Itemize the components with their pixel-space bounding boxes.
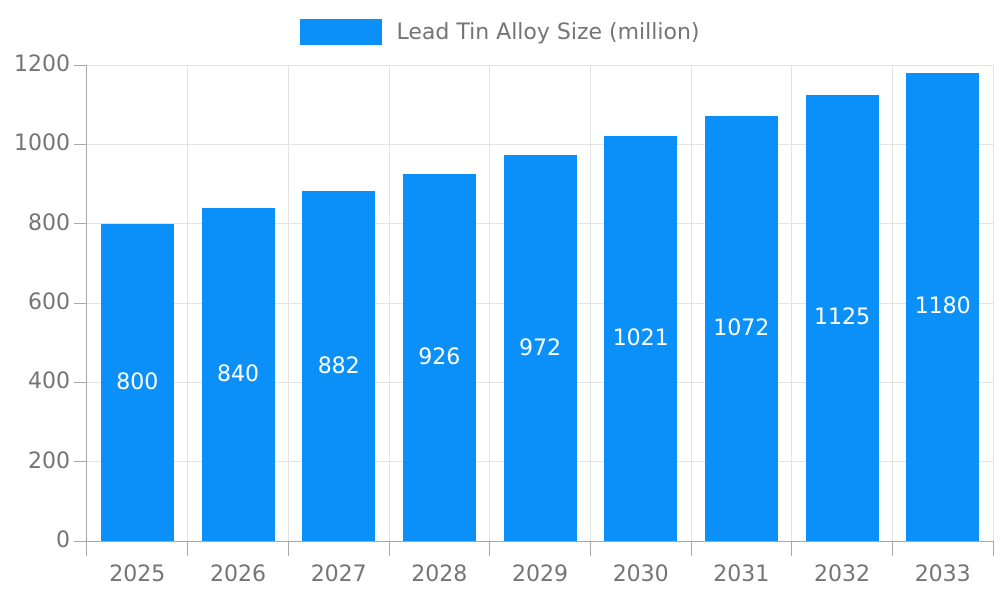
y-axis-tick [74,302,86,304]
y-axis-tick [74,64,86,66]
bar-value-label: 1072 [713,315,770,341]
gridline-horizontal [87,64,993,66]
gridline-vertical [388,65,390,541]
bar-2032[interactable]: 1125 [805,94,879,542]
x-axis-category-label: 2031 [713,562,770,587]
x-axis-tick [992,541,994,556]
y-axis-tick-label: 1200 [14,52,70,77]
legend-item[interactable]: Lead Tin Alloy Size (million) [0,19,1000,45]
bar-value-label: 800 [116,369,159,395]
y-axis-tick-label: 0 [56,528,70,553]
x-axis-category-label: 2026 [210,562,266,587]
bar-value-label: 1021 [612,326,669,351]
y-axis-tick-label: 1000 [14,131,70,157]
legend-swatch [300,19,383,45]
x-axis-tick [589,541,591,556]
gridline-vertical [690,65,692,541]
x-axis-tick [187,541,189,556]
bar-value-label: 840 [217,361,259,387]
bar-2026[interactable]: 840 [201,207,275,541]
gridline-vertical [489,65,491,541]
bar-2025[interactable]: 800 [100,223,174,541]
x-axis-category-label: 2032 [814,562,870,587]
gridline-horizontal [87,143,993,145]
bar-2027[interactable]: 882 [302,191,376,541]
x-axis-tick [287,541,289,556]
x-axis-tick [489,541,491,556]
gridline-vertical [891,65,893,541]
x-axis-category-label: 2029 [512,562,568,587]
y-axis-tick-label: 400 [28,369,70,395]
gridline-vertical [791,65,793,541]
x-axis-category-label: 2033 [914,562,971,587]
y-axis-line [86,65,87,556]
y-axis-tick-label: 800 [28,210,70,236]
x-axis-category-label: 2028 [411,562,468,587]
y-axis-tick-label: 600 [28,290,70,315]
x-axis-category-label: 2027 [310,562,367,587]
bar-value-label: 926 [418,344,461,370]
bar-2029[interactable]: 972 [503,155,577,541]
y-axis-tick [74,461,86,463]
x-axis-tick [388,541,390,556]
y-axis-tick [74,143,86,145]
bar-2031[interactable]: 1072 [704,115,778,541]
bar-2033[interactable]: 1180 [906,72,980,541]
bar-2030[interactable]: 1021 [604,136,678,541]
x-axis-tick [891,541,893,556]
y-axis-tick [74,381,86,383]
x-axis-line [86,541,993,542]
y-axis-tick [74,540,86,542]
gridline-vertical [992,65,994,541]
bar-value-label: 1180 [914,294,971,320]
x-axis-tick [791,541,793,556]
x-axis-tick [690,541,692,556]
x-axis-category-label: 2030 [612,562,669,587]
gridline-vertical [187,65,189,541]
bar-value-label: 1125 [814,305,870,331]
x-axis-category-label: 2025 [109,562,166,587]
bar-value-label: 882 [317,353,360,379]
gridline-vertical [589,65,591,541]
y-axis-tick [74,223,86,225]
legend-label: Lead Tin Alloy Size (million) [396,19,700,45]
bar-value-label: 972 [519,335,561,361]
bar-2028[interactable]: 926 [402,173,476,541]
gridline-vertical [287,65,289,541]
y-axis-tick-label: 200 [28,448,70,474]
